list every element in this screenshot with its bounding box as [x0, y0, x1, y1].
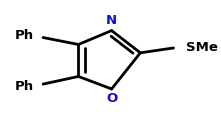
- Text: O: O: [106, 92, 117, 106]
- Text: Ph: Ph: [15, 29, 34, 42]
- Text: SMe: SMe: [186, 41, 217, 54]
- Text: N: N: [106, 14, 117, 27]
- Text: Ph: Ph: [15, 80, 34, 93]
